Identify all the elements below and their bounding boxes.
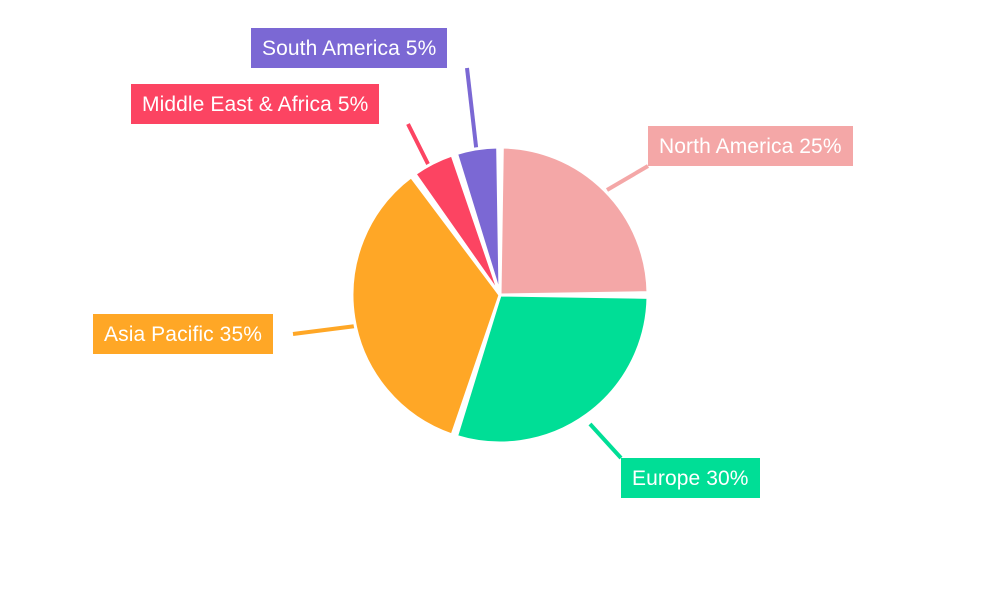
leader-line-north-america xyxy=(605,164,650,192)
pie-label-south-america[interactable]: South America 5% xyxy=(251,28,448,68)
pie-slices-group xyxy=(350,145,650,445)
pie-slice-south-america[interactable] xyxy=(454,145,502,297)
pie-slice-europe[interactable] xyxy=(454,293,650,445)
pie-label-text: Europe 30% xyxy=(632,466,749,490)
pie-slice-north-america[interactable] xyxy=(498,145,650,297)
leader-line-asia-pacific xyxy=(292,324,357,336)
pie-label-text: Middle East & Africa 5% xyxy=(142,92,369,116)
pie-slice-asia-pacific[interactable] xyxy=(350,175,502,437)
pie-slice-middle-east-africa[interactable] xyxy=(413,153,502,297)
pie-label-text: North America 25% xyxy=(659,134,842,158)
pie-label-asia-pacific[interactable]: Asia Pacific 35% xyxy=(93,314,274,354)
pie-label-text: Asia Pacific 35% xyxy=(104,322,263,346)
pie-label-text: South America 5% xyxy=(262,36,437,60)
leader-line-south-america xyxy=(465,67,479,156)
pie-label-europe[interactable]: Europe 30% xyxy=(621,458,760,498)
leader-line-europe xyxy=(588,422,623,460)
pie-label-north-america[interactable]: North America 25% xyxy=(648,126,853,166)
pie-label-middle-east-africa[interactable]: Middle East & Africa 5% xyxy=(131,84,380,124)
